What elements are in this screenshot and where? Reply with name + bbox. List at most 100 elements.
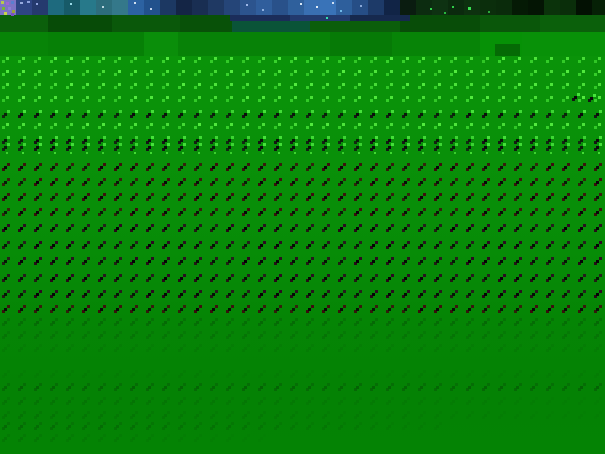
pattern-mark xyxy=(87,370,90,373)
pattern-mark xyxy=(503,411,506,414)
pattern-mark xyxy=(359,110,362,113)
pattern-mark xyxy=(375,318,378,321)
pattern-mark xyxy=(54,70,57,73)
noise-speck xyxy=(70,3,72,5)
pattern-mark xyxy=(598,123,601,126)
pattern-mark xyxy=(55,370,58,373)
pattern-mark xyxy=(423,224,426,227)
pattern-mark xyxy=(343,344,346,347)
glitch-block xyxy=(368,0,384,15)
pattern-mark xyxy=(518,57,521,60)
band-block xyxy=(0,15,48,32)
pattern-mark xyxy=(294,96,297,99)
pattern-mark xyxy=(375,411,378,414)
pattern-mark xyxy=(231,274,234,277)
pattern-mark xyxy=(7,383,10,386)
pattern-mark xyxy=(71,383,74,386)
pattern-mark xyxy=(343,143,346,146)
pattern-mark xyxy=(423,318,426,321)
pattern-mark xyxy=(327,208,330,211)
pattern-mark xyxy=(167,257,170,260)
pattern-mark xyxy=(567,331,570,334)
pattern-mark xyxy=(311,318,314,321)
pattern-mark xyxy=(230,57,233,60)
noise-speck xyxy=(340,10,342,12)
pattern-mark xyxy=(55,331,58,334)
pattern-mark xyxy=(311,208,314,211)
pattern-mark xyxy=(215,257,218,260)
pattern-mark xyxy=(535,110,538,113)
pattern-mark xyxy=(567,318,570,321)
pattern-mark xyxy=(519,163,522,166)
glitch-block xyxy=(208,0,224,15)
pattern-mark xyxy=(359,257,362,260)
pattern-mark xyxy=(247,397,250,400)
glitch-block xyxy=(528,0,544,15)
pattern-mark xyxy=(423,344,426,347)
pattern-mark xyxy=(583,331,586,334)
pattern-mark xyxy=(343,208,346,211)
pattern-mark xyxy=(567,383,570,386)
pattern-mark xyxy=(54,96,57,99)
pattern-mark xyxy=(103,383,106,386)
pattern-mark xyxy=(231,397,234,400)
pattern-mark xyxy=(39,143,42,146)
pattern-mark xyxy=(135,193,138,196)
pattern-mark xyxy=(23,110,26,113)
pattern-mark xyxy=(470,123,473,126)
noise-speck xyxy=(444,12,446,14)
pattern-mark xyxy=(326,57,329,60)
pattern-mark xyxy=(551,411,554,414)
pattern-mark xyxy=(599,208,602,211)
pattern-mark xyxy=(423,411,426,414)
pattern-mark xyxy=(566,123,569,126)
pattern-mark xyxy=(550,123,553,126)
pattern-mark xyxy=(519,257,522,260)
band-block xyxy=(112,15,180,32)
pattern-mark xyxy=(279,224,282,227)
pattern-mark xyxy=(87,383,90,386)
pattern-mark xyxy=(150,83,153,86)
noise-speck xyxy=(27,1,30,3)
noise-speck xyxy=(316,6,318,8)
pattern-mark xyxy=(39,290,42,293)
pattern-mark xyxy=(246,96,249,99)
pattern-mark xyxy=(102,57,105,60)
pattern-mark xyxy=(295,370,298,373)
pattern-mark xyxy=(567,163,570,166)
pattern-mark xyxy=(439,257,442,260)
pattern-mark xyxy=(311,422,314,425)
pattern-mark xyxy=(295,383,298,386)
pattern-mark xyxy=(310,152,312,154)
pattern-mark xyxy=(391,110,394,113)
pattern-mark xyxy=(263,383,266,386)
noise-speck xyxy=(1,1,4,4)
pattern-mark xyxy=(487,290,490,293)
pattern-mark xyxy=(294,152,296,154)
pattern-mark xyxy=(215,290,218,293)
pattern-mark xyxy=(215,274,218,277)
pattern-mark xyxy=(423,193,426,196)
pattern-mark xyxy=(263,434,266,437)
glitch-block xyxy=(336,0,352,15)
pattern-mark xyxy=(375,383,378,386)
pattern-mark xyxy=(150,123,153,126)
pattern-mark xyxy=(39,110,42,113)
pattern-mark xyxy=(199,178,202,181)
pattern-mark xyxy=(455,257,458,260)
pattern-mark xyxy=(231,163,234,166)
pattern-mark xyxy=(567,370,570,373)
pattern-mark xyxy=(86,83,89,86)
pattern-mark xyxy=(55,411,58,414)
pattern-mark xyxy=(231,434,234,437)
pattern-mark xyxy=(7,143,10,146)
pattern-mark xyxy=(518,152,520,154)
pattern-mark xyxy=(486,70,489,73)
pattern-mark xyxy=(343,305,346,308)
band-block xyxy=(400,15,480,32)
pattern-mark xyxy=(455,241,458,244)
glitch-block xyxy=(448,0,464,15)
pattern-mark xyxy=(151,383,154,386)
pattern-mark xyxy=(471,110,474,113)
pattern-mark xyxy=(311,136,314,139)
